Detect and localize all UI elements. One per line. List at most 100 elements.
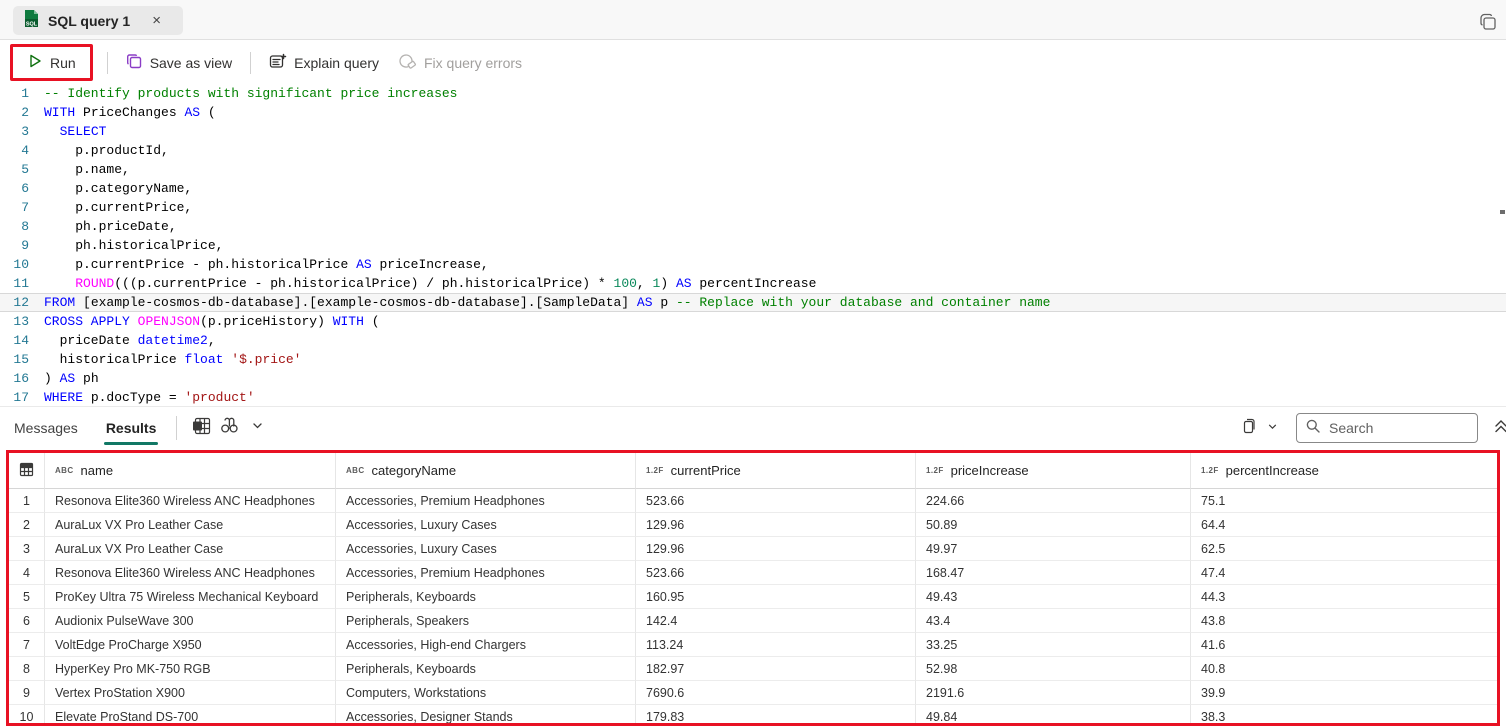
table-cell[interactable]: Accessories, Premium Headphones <box>336 489 636 513</box>
table-cell[interactable]: 40.8 <box>1191 657 1497 681</box>
table-cell[interactable]: AuraLux VX Pro Leather Case <box>45 537 336 561</box>
table-cell[interactable]: 182.97 <box>636 657 916 681</box>
table-cell[interactable]: 41.6 <box>1191 633 1497 657</box>
table-row[interactable]: 9 Vertex ProStation X900 Computers, Workst… <box>9 681 1497 705</box>
code-line[interactable]: 15 historicalPrice float '$.price' <box>0 350 1506 369</box>
table-cell[interactable]: 2191.6 <box>916 681 1191 705</box>
table-cell[interactable]: 142.4 <box>636 609 916 633</box>
table-cell[interactable]: 49.97 <box>916 537 1191 561</box>
table-row[interactable]: 8 HyperKey Pro MK-750 RGB Peripherals, Key… <box>9 657 1497 681</box>
code-line[interactable]: 13 CROSS APPLY OPENJSON(p.priceHistory) W… <box>0 312 1506 331</box>
code-line[interactable]: 17 WHERE p.docType = 'product' <box>0 388 1506 406</box>
table-cell[interactable]: Elevate ProStand DS-700 <box>45 705 336 723</box>
table-cell[interactable]: 64.4 <box>1191 513 1497 537</box>
copy-results-button[interactable] <box>1234 414 1262 442</box>
open-in-excel-button[interactable]: X <box>187 414 215 442</box>
close-icon[interactable]: × <box>152 12 161 29</box>
table-cell[interactable]: 43.8 <box>1191 609 1497 633</box>
table-cell[interactable]: Peripherals, Keyboards <box>336 585 636 609</box>
tab-results[interactable]: Results <box>92 407 171 449</box>
column-header-priceIncrease[interactable]: 1.2F priceIncrease <box>916 453 1191 489</box>
table-cell[interactable]: 50.89 <box>916 513 1191 537</box>
table-cell[interactable]: 49.84 <box>916 705 1191 723</box>
table-cell[interactable]: VoltEdge ProCharge X950 <box>45 633 336 657</box>
code-line[interactable]: 7 p.currentPrice, <box>0 198 1506 217</box>
table-row[interactable]: 3 AuraLux VX Pro Leather Case Accessories,… <box>9 537 1497 561</box>
table-cell[interactable]: Resonova Elite360 Wireless ANC Headphone… <box>45 561 336 585</box>
table-row[interactable]: 1 Resonova Elite360 Wireless ANC Headphon… <box>9 489 1497 513</box>
run-button[interactable]: Run <box>17 48 86 77</box>
table-cell[interactable]: 523.66 <box>636 489 916 513</box>
column-header-percentIncrease[interactable]: 1.2F percentIncrease <box>1191 453 1497 489</box>
table-row[interactable]: 2 AuraLux VX Pro Leather Case Accessories,… <box>9 513 1497 537</box>
table-cell[interactable]: Accessories, High-end Chargers <box>336 633 636 657</box>
code-line[interactable]: 3 SELECT <box>0 122 1506 141</box>
table-cell[interactable]: 52.98 <box>916 657 1191 681</box>
table-cell[interactable]: ProKey Ultra 75 Wireless Mechanical Keyb… <box>45 585 336 609</box>
table-cell[interactable]: 75.1 <box>1191 489 1497 513</box>
table-cell[interactable]: Resonova Elite360 Wireless ANC Headphone… <box>45 489 336 513</box>
save-as-view-button[interactable]: Save as view <box>116 48 242 78</box>
tab-sql-query-1[interactable]: SQL SQL query 1 × <box>13 6 183 35</box>
table-cell[interactable]: 7690.6 <box>636 681 916 705</box>
select-all-corner[interactable] <box>9 453 45 489</box>
column-header-categoryName[interactable]: ABC categoryName <box>336 453 636 489</box>
table-cell[interactable]: 523.66 <box>636 561 916 585</box>
table-cell[interactable]: 38.3 <box>1191 705 1497 724</box>
code-line[interactable]: 6 p.categoryName, <box>0 179 1506 198</box>
table-cell[interactable]: AuraLux VX Pro Leather Case <box>45 513 336 537</box>
table-cell[interactable]: Computers, Workstations <box>336 681 636 705</box>
results-search-box[interactable] <box>1296 413 1478 443</box>
table-cell[interactable]: Peripherals, Speakers <box>336 609 636 633</box>
tab-messages[interactable]: Messages <box>0 407 92 449</box>
table-cell[interactable]: 49.43 <box>916 585 1191 609</box>
code-line[interactable]: 4 p.productId, <box>0 141 1506 160</box>
code-line[interactable]: 9 ph.historicalPrice, <box>0 236 1506 255</box>
fix-query-errors-button[interactable]: Fix query errors <box>389 48 532 78</box>
table-cell[interactable]: Audionix PulseWave 300 <box>45 609 336 633</box>
explain-query-button[interactable]: Explain query <box>259 48 389 78</box>
column-header-name[interactable]: ABC name <box>45 453 336 489</box>
table-row[interactable]: 6 Audionix PulseWave 300 Peripherals, Spea… <box>9 609 1497 633</box>
table-cell[interactable]: 129.96 <box>636 537 916 561</box>
table-cell[interactable]: Peripherals, Keyboards <box>336 657 636 681</box>
table-cell[interactable]: 39.9 <box>1191 681 1497 705</box>
code-line[interactable]: 1 -- Identify products with significant p… <box>0 84 1506 103</box>
table-cell[interactable]: 62.5 <box>1191 537 1497 561</box>
code-line[interactable]: 2 WITH PriceChanges AS ( <box>0 103 1506 122</box>
code-line[interactable]: 14 priceDate datetime2, <box>0 331 1506 350</box>
table-cell[interactable]: 113.24 <box>636 633 916 657</box>
table-row[interactable]: 10 Elevate ProStand DS-700 Accessories, De… <box>9 705 1497 724</box>
sql-code-editor[interactable]: 1 -- Identify products with significant p… <box>0 84 1506 406</box>
table-cell[interactable]: 33.25 <box>916 633 1191 657</box>
multi-window-icon[interactable] <box>1478 12 1498 37</box>
table-cell[interactable]: HyperKey Pro MK-750 RGB <box>45 657 336 681</box>
table-cell[interactable]: 44.3 <box>1191 585 1497 609</box>
table-cell[interactable]: Accessories, Luxury Cases <box>336 513 636 537</box>
code-line[interactable]: 10 p.currentPrice - ph.historicalPrice A… <box>0 255 1506 274</box>
table-cell[interactable]: Vertex ProStation X900 <box>45 681 336 705</box>
search-input[interactable] <box>1329 420 1459 436</box>
table-row[interactable]: 4 Resonova Elite360 Wireless ANC Headphon… <box>9 561 1497 585</box>
code-line[interactable]: 8 ph.priceDate, <box>0 217 1506 236</box>
table-row[interactable]: 5 ProKey Ultra 75 Wireless Mechanical Key… <box>9 585 1497 609</box>
table-cell[interactable]: Accessories, Designer Stands <box>336 705 636 723</box>
table-cell[interactable]: 47.4 <box>1191 561 1497 585</box>
code-line[interactable]: 5 p.name, <box>0 160 1506 179</box>
results-options-dropdown[interactable] <box>243 414 271 442</box>
table-cell[interactable]: 43.4 <box>916 609 1191 633</box>
code-line[interactable]: 11 ROUND(((p.currentPrice - ph.historica… <box>0 274 1506 293</box>
collapse-panel-button[interactable] <box>1494 414 1506 442</box>
table-cell[interactable]: 179.83 <box>636 705 916 723</box>
copy-options-dropdown[interactable] <box>1262 414 1282 442</box>
table-cell[interactable]: Accessories, Luxury Cases <box>336 537 636 561</box>
table-cell[interactable]: Accessories, Premium Headphones <box>336 561 636 585</box>
table-cell[interactable]: 129.96 <box>636 513 916 537</box>
column-header-currentPrice[interactable]: 1.2F currentPrice <box>636 453 916 489</box>
code-line[interactable]: 16) AS ph <box>0 369 1506 388</box>
table-cell[interactable]: 168.47 <box>916 561 1191 585</box>
table-row[interactable]: 7 VoltEdge ProCharge X950 Accessories, Hig… <box>9 633 1497 657</box>
inspect-results-button[interactable] <box>215 414 243 442</box>
table-cell[interactable]: 160.95 <box>636 585 916 609</box>
code-line[interactable]: 12 FROM [example-cosmos-db-database].[exa… <box>0 293 1506 312</box>
